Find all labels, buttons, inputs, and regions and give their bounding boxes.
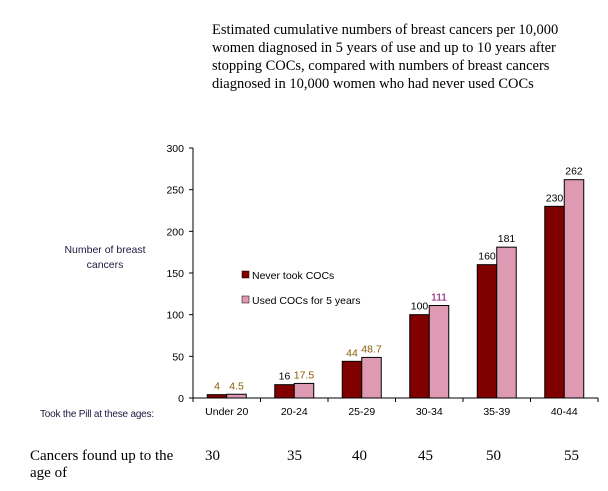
data-label: 181 [498, 233, 516, 245]
title-line: diagnosed in 10,000 women who had never … [212, 76, 534, 92]
bar-never [341, 360, 363, 399]
data-label: 230 [546, 192, 564, 204]
age-value: 35 [287, 448, 302, 464]
x-tick-label: 40-44 [551, 406, 578, 418]
title-line: Estimated cumulative numbers of breast c… [212, 22, 559, 38]
data-label: 4.5 [229, 380, 244, 392]
chart-title: Estimated cumulative numbers of breast c… [212, 21, 592, 93]
title-line: stopping COCs, compared with numbers of … [212, 58, 550, 74]
bar-used [361, 356, 382, 399]
data-label: 48.7 [361, 343, 382, 355]
y-tick-label: 150 [166, 268, 184, 280]
y-tick-label: 0 [178, 393, 184, 405]
data-label: 111 [431, 292, 447, 304]
y-tick-label: 100 [166, 310, 184, 322]
age-value: 50 [486, 448, 501, 464]
title-line: women diagnosed in 5 years of use and up… [212, 40, 556, 56]
data-label: 4 [214, 381, 220, 393]
legend-swatch [241, 270, 250, 279]
bar-used [226, 393, 247, 399]
y-axis-label: Number of breast cancers [64, 244, 146, 271]
x-tick-label: Under 20 [205, 406, 248, 418]
data-label: 262 [565, 166, 583, 178]
age-value: 40 [352, 448, 367, 464]
bar-never [274, 384, 295, 399]
y-tick-label: 200 [166, 226, 184, 238]
age-value: 45 [418, 448, 433, 464]
bar-never [409, 314, 430, 399]
x-axis-label: Took the Pill at these ages: [40, 409, 154, 420]
data-label: 44 [346, 347, 358, 359]
y-tick-label: 50 [172, 351, 184, 363]
bar-never [476, 264, 498, 399]
data-label: 160 [478, 251, 496, 263]
legend-label: Never took COCs [252, 270, 334, 282]
bar-used [563, 179, 585, 399]
bar-used [293, 382, 315, 399]
y-tick-label: 300 [166, 143, 184, 155]
bar-used [496, 246, 517, 399]
y-tick-label: 250 [166, 185, 184, 197]
data-label: 100 [411, 301, 429, 313]
bar-never [206, 394, 228, 399]
data-label: 17.5 [294, 369, 315, 381]
legend-swatch [241, 295, 250, 304]
x-tick-label: 35-39 [483, 406, 510, 418]
data-label: 16 [279, 371, 291, 383]
cancers-found-label: Cancers found up to the age of [30, 448, 174, 481]
x-tick-label: 30-34 [416, 406, 443, 418]
x-tick-label: 20-24 [281, 406, 308, 418]
x-tick-label: 25-29 [348, 406, 375, 418]
legend-label: Used COCs for 5 years [252, 295, 361, 307]
age-value: 55 [564, 448, 579, 464]
bar-never [544, 205, 565, 399]
bar-used [428, 305, 450, 399]
age-value: 30 [205, 448, 220, 464]
